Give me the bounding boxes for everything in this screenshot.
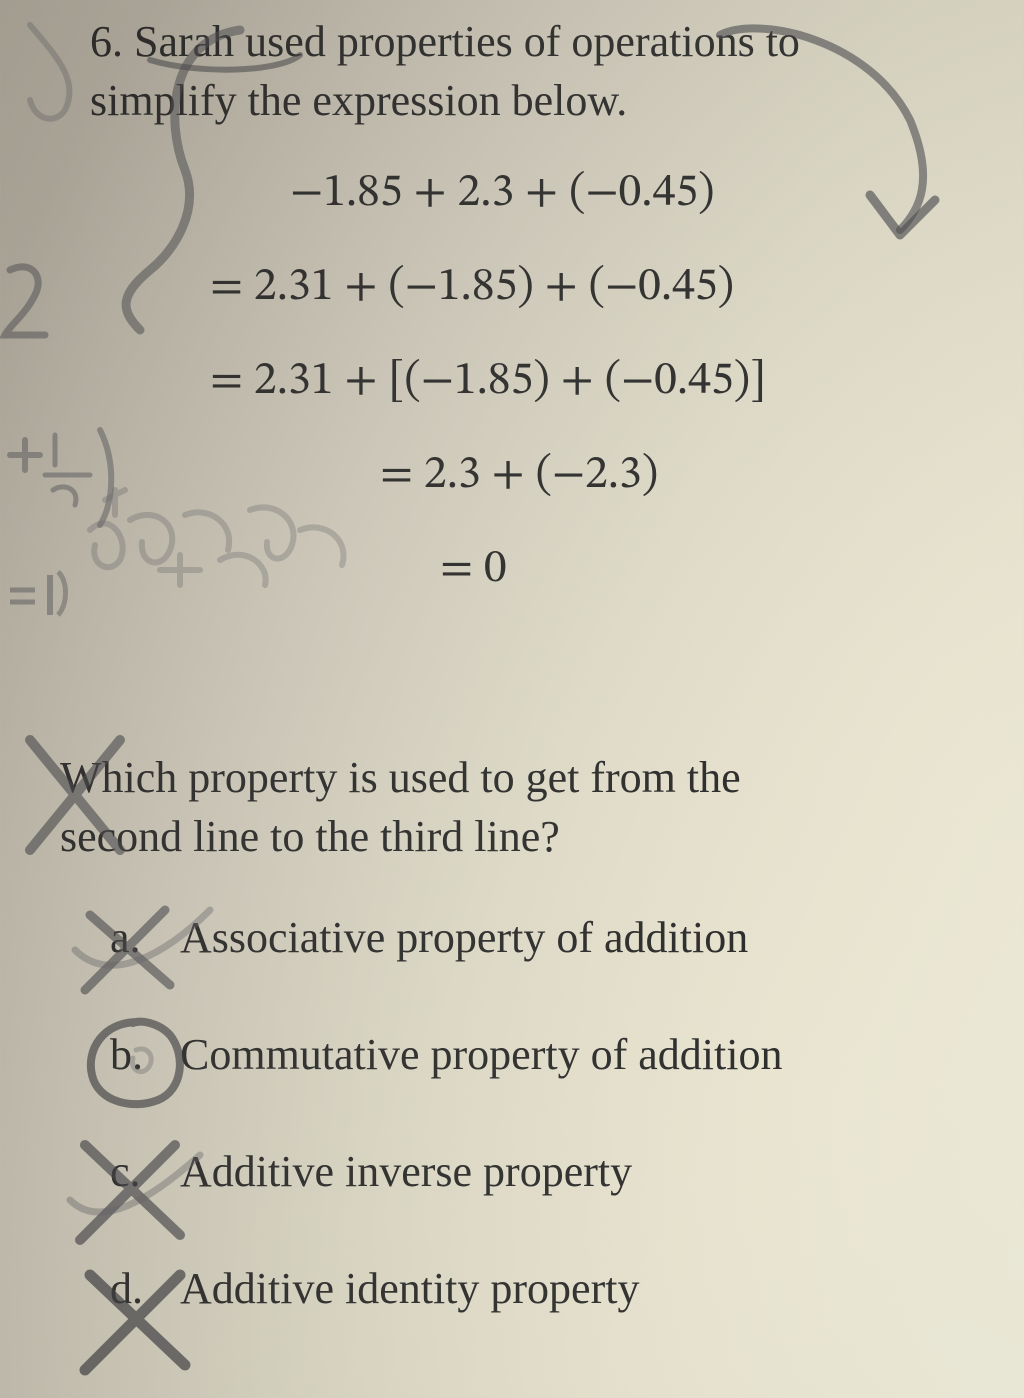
option-a-letter: a.	[110, 912, 180, 963]
math-line-5: = 0	[440, 546, 994, 592]
option-b-text: Commutative property of addition	[180, 1029, 994, 1080]
annotation-margin-2	[0, 250, 70, 375]
option-d-letter: d.	[110, 1263, 180, 1314]
option-a[interactable]: a. Associative property of addition	[110, 912, 994, 963]
math-line-3: = 2.31 + [(−1.85) + (−0.45)]	[210, 358, 994, 404]
math-work: −1.85 + 2.3 + (−0.45) = 2.31 + (−1.85) +…	[90, 170, 994, 640]
question-prompt: 6. Sarah used properties of operations t…	[90, 12, 994, 131]
prompt-line-1: Sarah used properties of operations to	[134, 17, 800, 66]
option-c[interactable]: c. Additive inverse property	[110, 1146, 994, 1197]
math-line-1: −1.85 + 2.3 + (−0.45)	[290, 170, 994, 216]
option-d-text: Additive identity property	[180, 1263, 994, 1314]
worksheet-page: 6. Sarah used properties of operations t…	[0, 0, 1024, 1398]
follow-up-line-2: second line to the third line?	[60, 812, 560, 861]
option-d[interactable]: d. Additive identity property	[110, 1263, 994, 1314]
option-c-letter: c.	[110, 1146, 180, 1197]
math-line-4: = 2.3 + (−2.3)	[380, 452, 994, 498]
math-line-2: = 2.31 + (−1.85) + (−0.45)	[210, 264, 994, 310]
follow-up-line-1: Which property is used to get from the	[60, 753, 741, 802]
answer-options: a. Associative property of addition b. C…	[110, 912, 994, 1380]
annotation-margin-eq1	[0, 560, 100, 655]
prompt-line-2: simplify the expression below.	[90, 76, 627, 125]
option-b-letter: b.	[110, 1029, 180, 1080]
option-a-text: Associative property of addition	[180, 912, 994, 963]
follow-up-question: Which property is used to get from the s…	[60, 748, 994, 867]
option-b[interactable]: b. Commutative property of addition	[110, 1029, 994, 1080]
option-c-text: Additive inverse property	[180, 1146, 994, 1197]
question-number: 6.	[90, 17, 123, 66]
